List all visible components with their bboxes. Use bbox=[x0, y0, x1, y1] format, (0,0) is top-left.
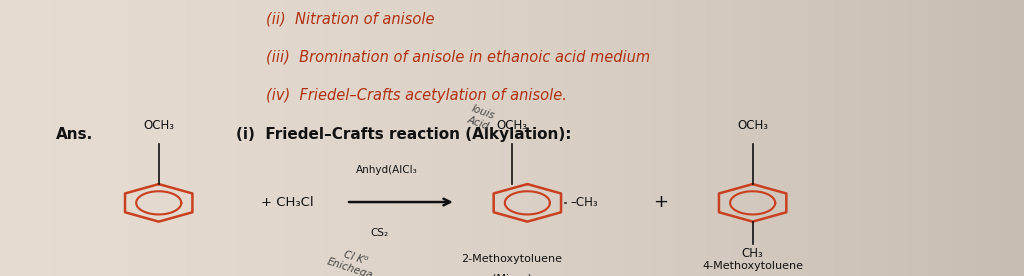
Text: +: + bbox=[653, 193, 668, 211]
Text: (ii)  Nitration of anisole: (ii) Nitration of anisole bbox=[266, 11, 435, 26]
Text: Anhyd(AlCl₃: Anhyd(AlCl₃ bbox=[356, 165, 418, 175]
Text: CS₂: CS₂ bbox=[371, 228, 389, 238]
Text: OCH₃: OCH₃ bbox=[143, 120, 174, 132]
Text: (iii)  Bromination of anisole in ethanoic acid medium: (iii) Bromination of anisole in ethanoic… bbox=[266, 50, 650, 65]
Text: CH₃: CH₃ bbox=[741, 247, 764, 260]
Text: (iv)  Friedel–Crafts acetylation of anisole.: (iv) Friedel–Crafts acetylation of aniso… bbox=[266, 88, 567, 103]
Text: OCH₃: OCH₃ bbox=[497, 120, 527, 132]
Text: Ans.: Ans. bbox=[56, 127, 93, 142]
Text: + CH₃Cl: + CH₃Cl bbox=[261, 195, 313, 209]
Text: (Minor): (Minor) bbox=[492, 273, 532, 276]
Text: 2-Methoxytoluene: 2-Methoxytoluene bbox=[462, 254, 562, 264]
Text: 4-Methoxytoluene: 4-Methoxytoluene bbox=[702, 261, 803, 271]
Text: –CH₃: –CH₃ bbox=[570, 196, 598, 209]
Text: louis
Acid: louis Acid bbox=[466, 104, 496, 132]
Text: (i)  Friedel–Crafts reaction (Alkylation):: (i) Friedel–Crafts reaction (Alkylation)… bbox=[236, 127, 571, 142]
Text: Cl K⁰
Enichega.: Cl K⁰ Enichega. bbox=[326, 246, 381, 276]
Text: OCH₃: OCH₃ bbox=[737, 120, 768, 132]
